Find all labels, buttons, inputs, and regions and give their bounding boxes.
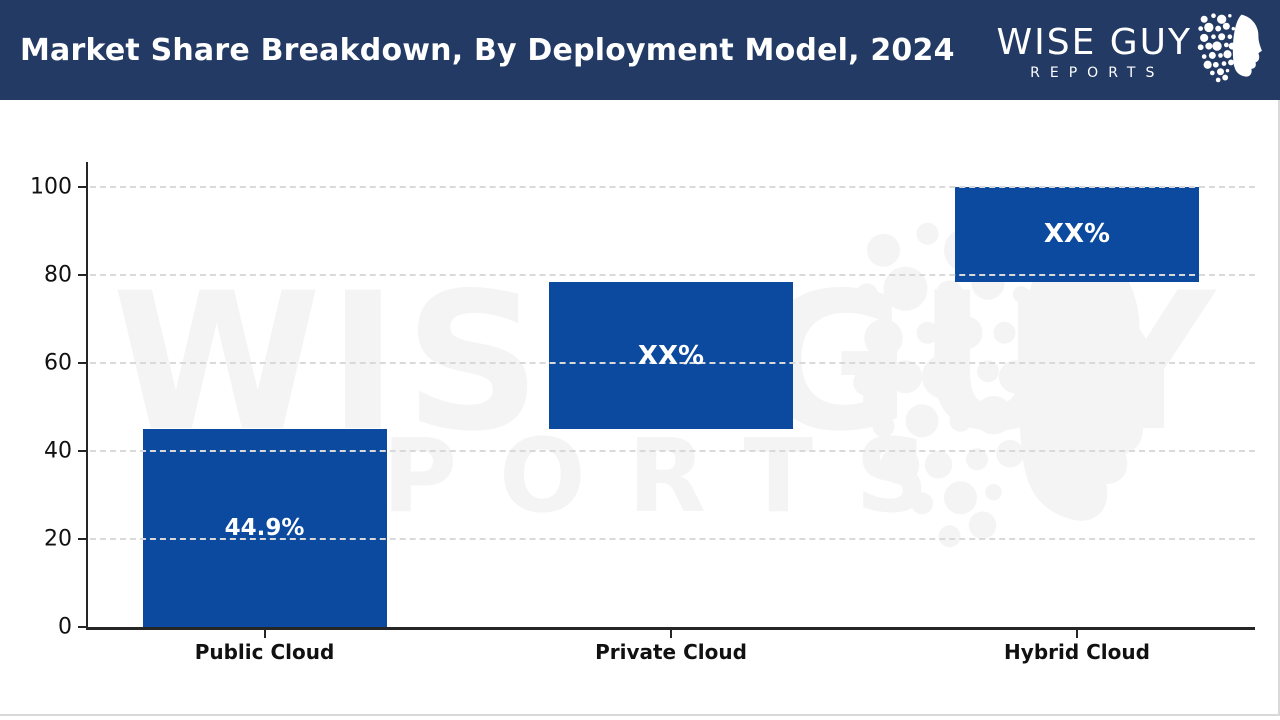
figure-right-border — [1278, 100, 1280, 716]
y-axis-line — [86, 162, 88, 630]
y-axis-tick-label: 40 — [44, 438, 72, 464]
header: Market Share Breakdown, By Deployment Mo… — [0, 0, 1280, 100]
logo-dotted-head-icon — [1197, 13, 1262, 83]
page-title: Market Share Breakdown, By Deployment Mo… — [20, 32, 955, 68]
bar-value-label: 44.9% — [224, 515, 305, 542]
y-axis-tick-label: 60 — [44, 350, 72, 376]
gridline-y-100 — [90, 186, 1255, 188]
x-axis-tick — [670, 630, 672, 638]
y-axis-tick-label: 80 — [44, 262, 72, 288]
gridline-y-20 — [90, 538, 1255, 540]
gridline-y-40 — [90, 450, 1255, 452]
bar-private-cloud — [549, 281, 793, 430]
x-axis-category-label: Hybrid Cloud — [1004, 640, 1150, 664]
y-axis-tick-label: 20 — [44, 526, 72, 552]
bar-value-label: XX% — [1043, 219, 1111, 250]
bar-hybrid-cloud — [955, 187, 1199, 282]
y-axis-tick — [78, 186, 86, 188]
y-axis-tick-label: 0 — [58, 614, 72, 640]
bar-value-label: XX% — [637, 340, 705, 371]
y-axis-tick — [78, 626, 86, 628]
x-axis-tick — [1076, 630, 1078, 638]
x-axis-category-label: Public Cloud — [194, 640, 335, 664]
figure-bottom-border — [0, 714, 1280, 716]
y-axis-tick — [78, 538, 86, 540]
y-axis-tick — [78, 450, 86, 452]
brand-logo: WISE GUY REPORTS — [997, 11, 1267, 87]
gridline-y-80 — [90, 274, 1255, 276]
x-axis-tick — [263, 630, 266, 638]
y-axis-tick — [78, 362, 86, 364]
bar-public-cloud — [142, 429, 387, 627]
y-axis-tick — [78, 274, 86, 276]
logo-reports-text: REPORTS — [1030, 65, 1165, 81]
gridline-y-60 — [90, 362, 1255, 364]
x-axis-category-label: Private Cloud — [595, 640, 747, 664]
y-axis-tick-label: 100 — [30, 174, 72, 200]
logo-wordmark: WISE GUY — [996, 22, 1192, 63]
x-axis-line — [86, 627, 1255, 630]
